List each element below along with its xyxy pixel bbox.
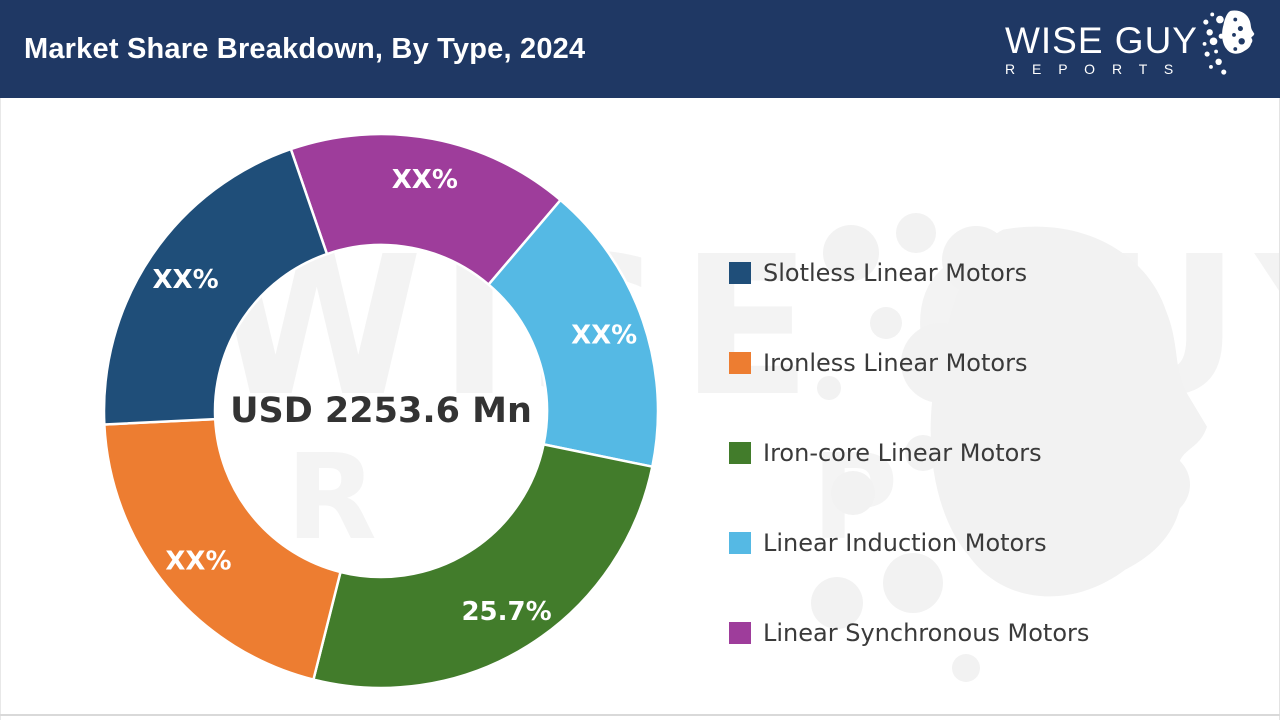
brand-logo: WISE GUY R E P O R T S xyxy=(1005,8,1266,90)
header-bar: Market Share Breakdown, By Type, 2024 WI… xyxy=(0,0,1280,98)
legend-swatch-ironless xyxy=(729,352,751,374)
legend-label: Slotless Linear Motors xyxy=(763,259,1028,287)
pie-slice-4 xyxy=(102,147,329,426)
chart-area: WISE GUY R E P O R T S XX%XX%25.7%XX%XX%… xyxy=(0,98,1280,720)
legend-label: Linear Induction Motors xyxy=(763,529,1047,557)
brand-head-icon xyxy=(1202,10,1255,75)
slice-label-3: XX% xyxy=(165,547,231,577)
watermark-head-icon xyxy=(811,213,1207,682)
brand-name: WISE GUY xyxy=(1004,20,1198,61)
legend-item-linear-induction: Linear Induction Motors xyxy=(729,498,1089,588)
legend-swatch-iron-core xyxy=(729,442,751,464)
pie-slice-1 xyxy=(487,198,660,468)
slice-label-0: XX% xyxy=(392,165,458,195)
legend-label: Linear Synchronous Motors xyxy=(763,619,1090,647)
page-title: Market Share Breakdown, By Type, 2024 xyxy=(24,32,586,65)
legend-swatch-slotless xyxy=(729,262,751,284)
donut-chart: XX% XX% 25.7% XX% XX% xyxy=(102,132,660,690)
legend-item-ironless: Ironless Linear Motors xyxy=(729,318,1089,408)
legend-swatch-linear-induction xyxy=(729,532,751,554)
slice-label-1: XX% xyxy=(571,320,637,350)
legend-swatch-linear-synchronous xyxy=(729,622,751,644)
legend-item-iron-core: Iron-core Linear Motors xyxy=(729,408,1089,498)
bottom-divider xyxy=(0,714,1280,716)
brand-subtitle: R E P O R T S xyxy=(1004,61,1180,77)
watermark-layer: WISE GUY R E P O R T S xyxy=(1,98,1279,720)
legend-label: Iron-core Linear Motors xyxy=(763,439,1042,467)
slice-label-4: XX% xyxy=(152,265,218,295)
slice-label-2: 25.7% xyxy=(461,597,551,627)
legend-item-linear-synchronous: Linear Synchronous Motors xyxy=(729,588,1089,678)
donut-center-value: USD 2253.6 Mn xyxy=(230,391,532,431)
legend-label: Ironless Linear Motors xyxy=(763,349,1028,377)
legend-item-slotless: Slotless Linear Motors xyxy=(729,228,1089,318)
brand-logo-text: WISE GUY R E P O R T S xyxy=(1005,22,1198,76)
pie-slice-2 xyxy=(312,443,654,690)
chart-legend: Slotless Linear Motors Ironless Linear M… xyxy=(729,228,1089,678)
pie-slice-3 xyxy=(103,417,342,681)
